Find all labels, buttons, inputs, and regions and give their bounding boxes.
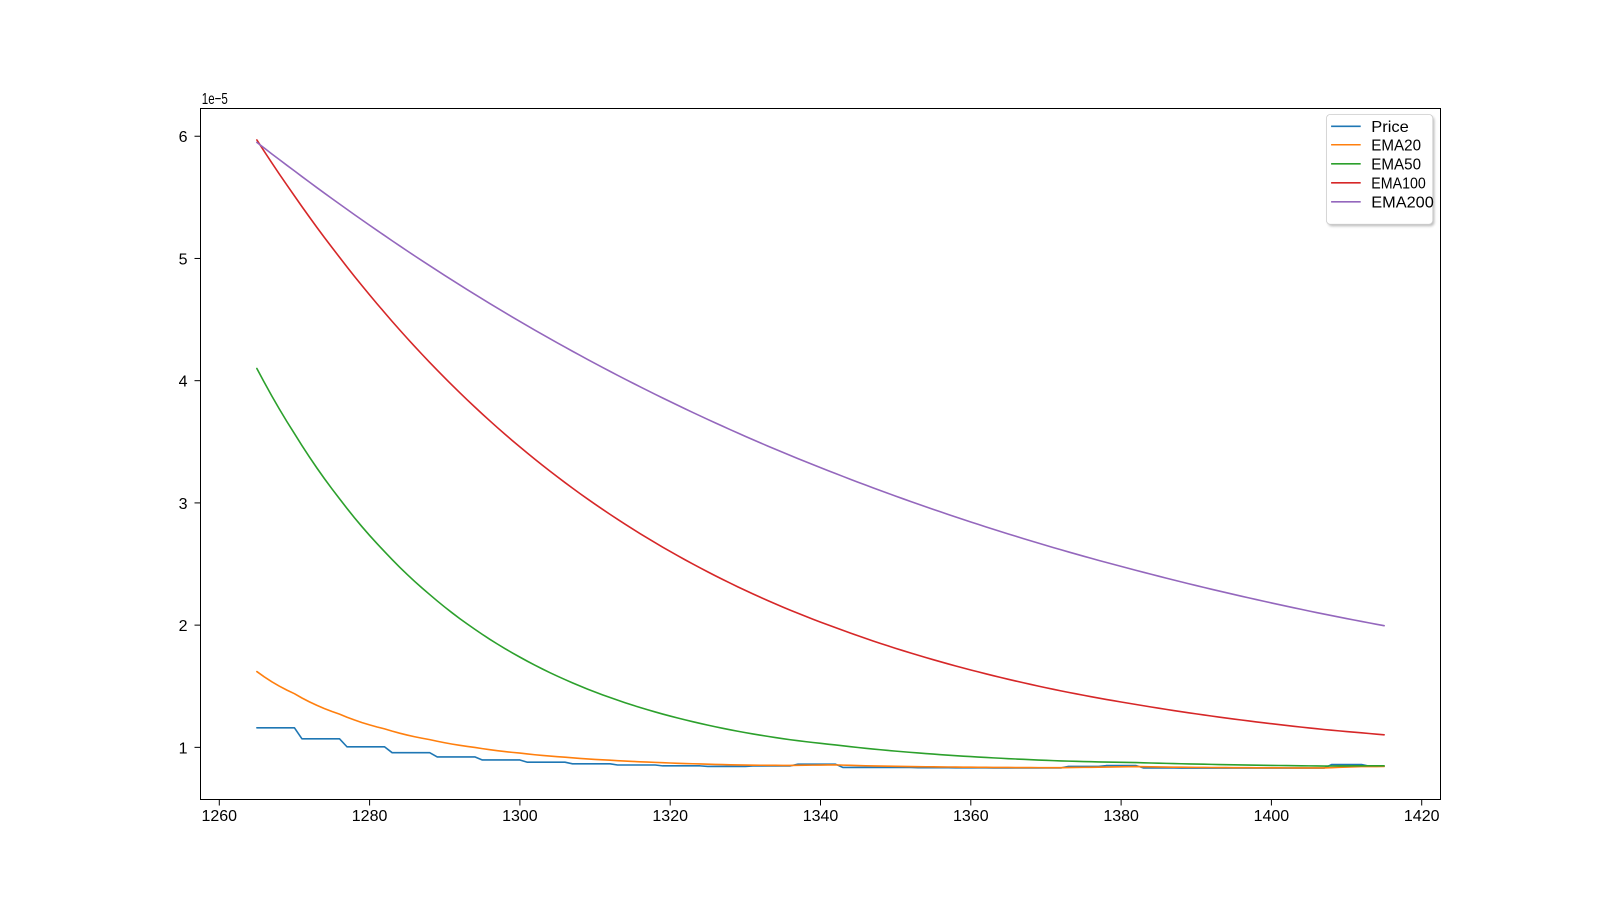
svg-text:3: 3 (179, 496, 188, 513)
svg-text:1: 1 (179, 740, 188, 757)
svg-text:1260: 1260 (201, 808, 237, 825)
svg-text:1340: 1340 (803, 808, 839, 825)
svg-text:2: 2 (179, 618, 188, 635)
svg-text:5: 5 (179, 251, 188, 268)
svg-text:1e−5: 1e−5 (202, 91, 228, 108)
svg-text:EMA50: EMA50 (1371, 156, 1421, 173)
svg-text:1280: 1280 (352, 808, 388, 825)
svg-text:EMA100: EMA100 (1371, 175, 1426, 192)
svg-text:EMA20: EMA20 (1371, 137, 1421, 154)
svg-text:4: 4 (179, 374, 188, 391)
svg-text:1320: 1320 (652, 808, 688, 825)
svg-text:1400: 1400 (1254, 808, 1290, 825)
svg-text:1360: 1360 (953, 808, 989, 825)
svg-text:1420: 1420 (1404, 808, 1440, 825)
svg-text:1380: 1380 (1103, 808, 1139, 825)
svg-text:1300: 1300 (502, 808, 538, 825)
svg-text:Price: Price (1371, 119, 1409, 136)
svg-text:6: 6 (179, 129, 188, 146)
svg-text:EMA200: EMA200 (1371, 194, 1434, 211)
